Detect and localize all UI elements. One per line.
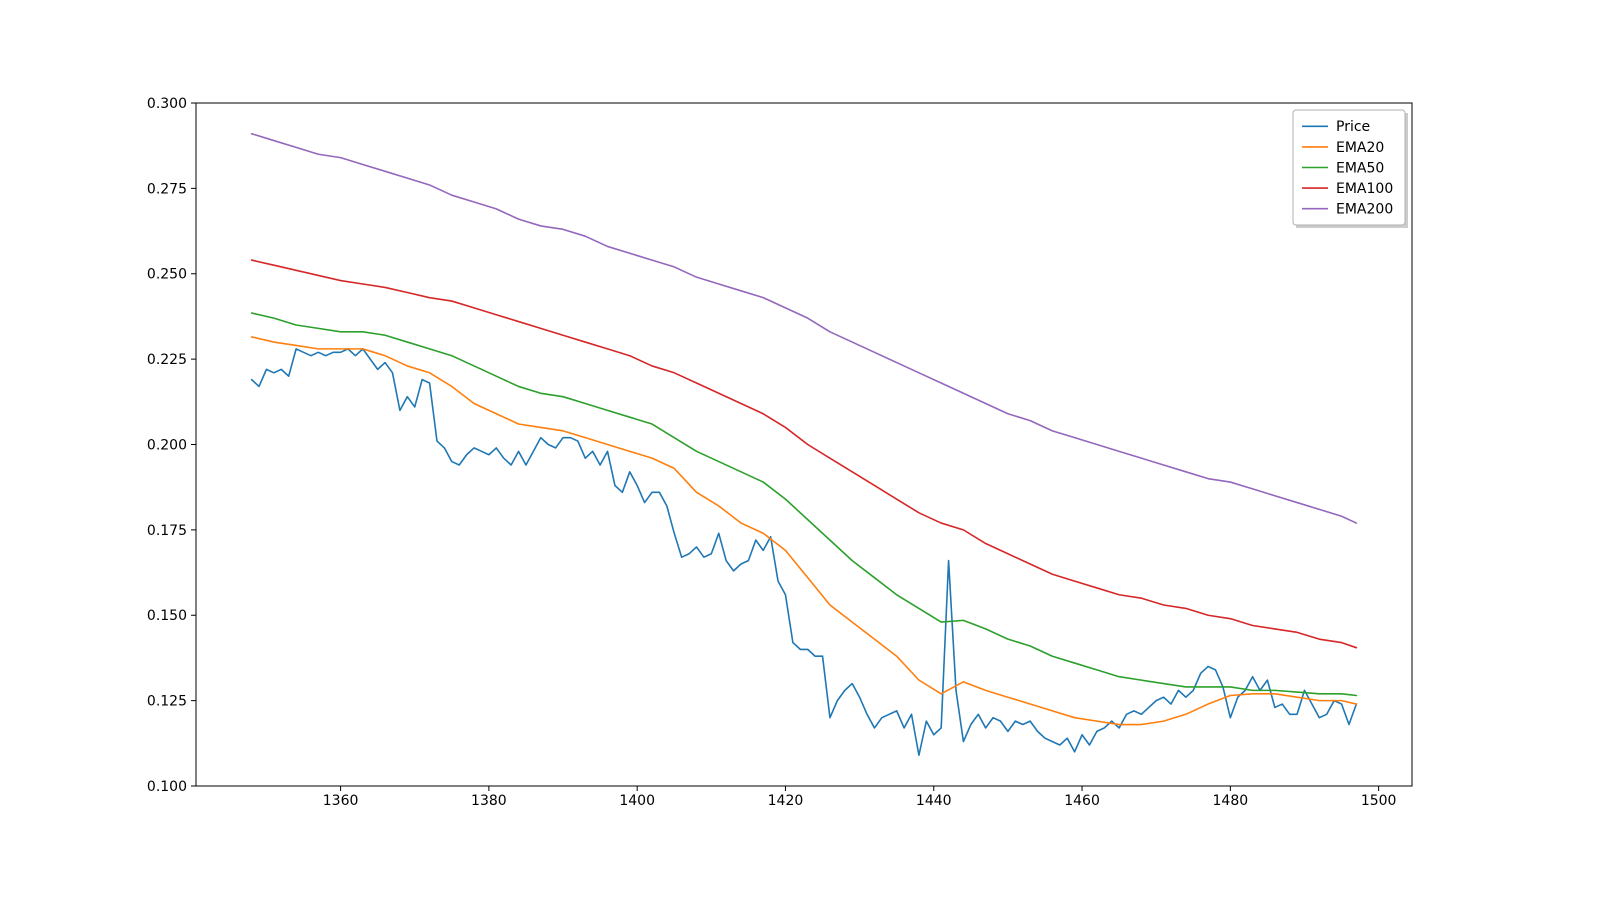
plot-border <box>195 102 1413 787</box>
x-tick-label: 1380 <box>471 793 507 809</box>
y-tick-label: 0.100 <box>147 779 187 795</box>
legend-entry: EMA100 <box>1302 181 1393 197</box>
y-tick-label: 0.275 <box>147 181 187 197</box>
x-axis-ticks: 1360 1380 1400 1420 1440 1460 1480 1500 <box>323 786 1397 809</box>
legend-box <box>1292 109 1406 226</box>
y-tick-label: 0.250 <box>147 267 187 283</box>
y-tick-label: 0.200 <box>147 437 187 453</box>
legend-entry: EMA50 <box>1302 160 1384 176</box>
x-tick-label: 1420 <box>768 793 804 809</box>
x-tick-label: 1480 <box>1213 793 1249 809</box>
legend-label: EMA50 <box>1336 160 1384 176</box>
legend-entry: EMA20 <box>1302 140 1384 156</box>
y-tick-label: 0.125 <box>147 694 187 710</box>
x-tick-label: 1500 <box>1361 793 1397 809</box>
series-line-ema20 <box>250 336 1358 726</box>
y-tick-label: 0.225 <box>147 352 187 368</box>
y-tick-label: 0.175 <box>147 523 187 539</box>
legend-entry: Price <box>1302 119 1370 135</box>
legend-label: EMA100 <box>1336 181 1393 197</box>
x-tick-label: 1400 <box>619 793 655 809</box>
x-tick-label: 1360 <box>323 793 359 809</box>
legend-label: EMA20 <box>1336 140 1384 156</box>
series-line-ema50 <box>250 312 1358 697</box>
x-tick-label: 1440 <box>916 793 952 809</box>
series-line-ema200 <box>250 132 1358 524</box>
legend-entry: EMA200 <box>1302 202 1393 218</box>
series-group <box>250 132 1358 757</box>
series-line-ema100 <box>250 259 1358 649</box>
legend: Price EMA20 EMA50 EMA100 EMA200 <box>1292 109 1408 228</box>
y-tick-label: 0.300 <box>147 96 187 112</box>
x-tick-label: 1460 <box>1064 793 1100 809</box>
series-line-price <box>250 348 1358 757</box>
legend-label: EMA200 <box>1336 202 1393 218</box>
y-axis-ticks: 0.100 0.125 0.150 0.175 0.200 0.225 0.250 0.275… <box>147 96 196 795</box>
y-tick-label: 0.150 <box>147 608 187 624</box>
legend-label: Price <box>1336 119 1370 135</box>
